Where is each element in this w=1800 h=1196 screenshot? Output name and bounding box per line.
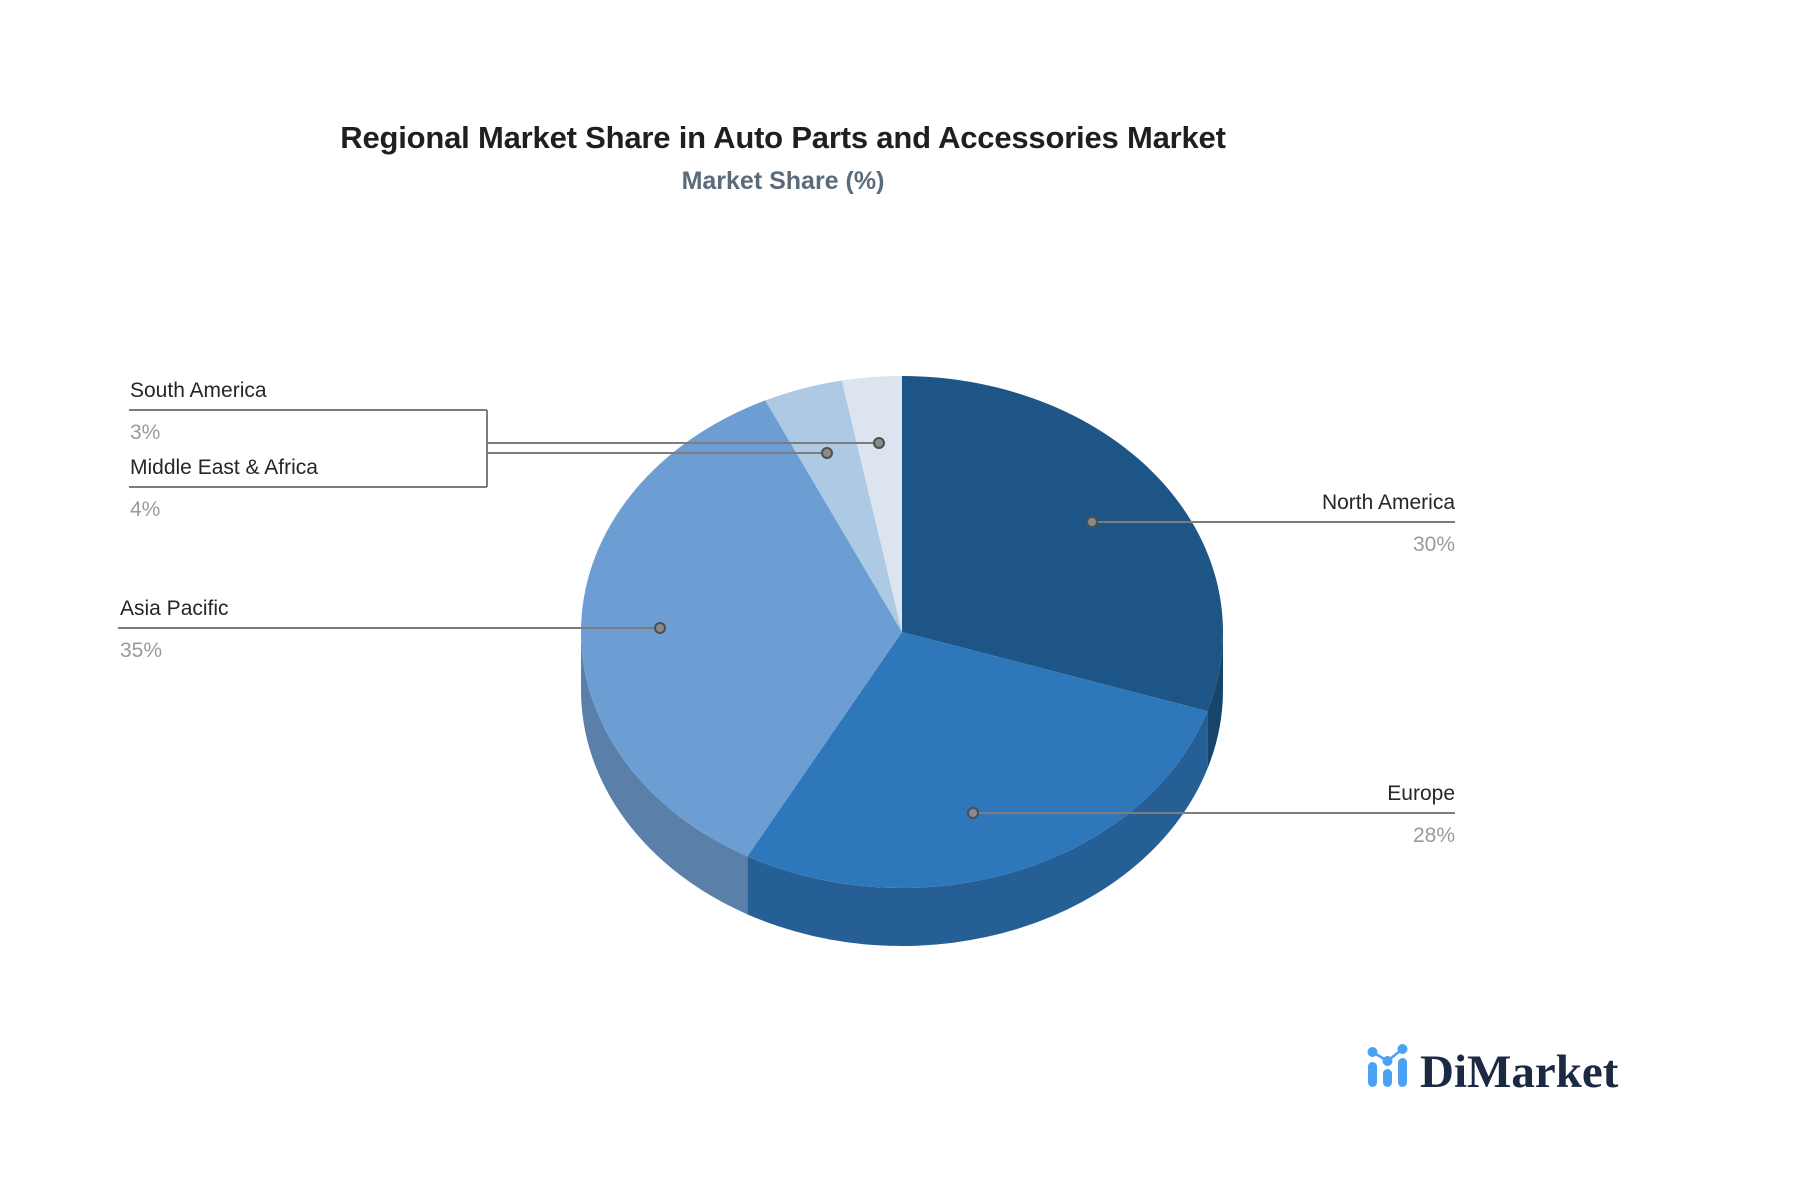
logo-wordmark: DiMarket	[1420, 1046, 1619, 1098]
south-america-label: South America	[130, 379, 267, 402]
pie-side-asia-pacific	[581, 632, 748, 915]
pie-slices-layer	[580, 376, 1223, 946]
logo-dot-3	[1397, 1044, 1408, 1054]
asia-pacific-dot	[654, 622, 666, 634]
logo-dot-1	[1367, 1047, 1378, 1057]
dimarket-logo: DiMarket	[1367, 1044, 1619, 1098]
logo-bar-2	[1383, 1069, 1392, 1087]
chart-title: Regional Market Share in Auto Parts and …	[340, 120, 1226, 155]
europe-label: Europe	[1387, 782, 1455, 805]
north-america-label: North America	[1322, 491, 1455, 514]
connector-lines	[118, 409, 1455, 814]
slice-labels: South America 3% Middle East & Africa 4%…	[120, 379, 1455, 847]
connector-dots	[654, 437, 1098, 819]
pie-slice-south-america[interactable]	[841, 376, 902, 632]
pie-side-europe	[747, 711, 1208, 946]
north-america-value: 30%	[1413, 533, 1455, 556]
logo-dot-2	[1382, 1056, 1393, 1066]
logo-bar-3	[1398, 1058, 1407, 1087]
middle-east-africa-dot	[821, 447, 833, 459]
pie-slice-north-america[interactable]	[902, 376, 1223, 712]
chart-subtitle: Market Share (%)	[681, 167, 885, 195]
pie-slice-asia-pacific[interactable]	[580, 400, 902, 857]
asia-pacific-label: Asia Pacific	[120, 597, 229, 620]
bar-chart-icon	[1367, 1044, 1408, 1087]
asia-pacific-value: 35%	[120, 639, 162, 662]
north-america-dot	[1086, 516, 1098, 528]
south-america-value: 3%	[130, 421, 160, 444]
europe-dot	[967, 807, 979, 819]
south-america-dot	[873, 437, 885, 449]
pie-side-north-america	[1207, 632, 1223, 770]
pie-slice-europe[interactable]	[747, 632, 1208, 888]
logo-bar-1	[1368, 1062, 1377, 1087]
europe-value: 28%	[1413, 824, 1455, 847]
middle-east-africa-label: Middle East & Africa	[130, 456, 318, 479]
middle-east-africa-value: 4%	[130, 498, 160, 521]
